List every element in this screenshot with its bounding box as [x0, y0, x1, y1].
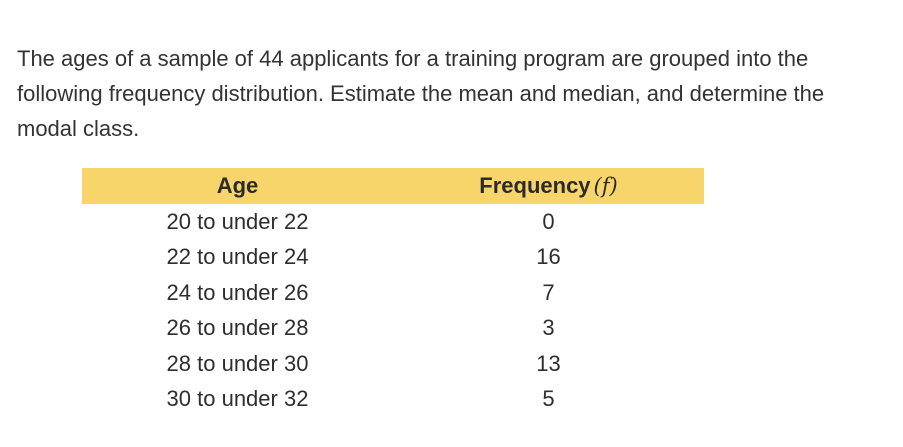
- frequency-cell: 0: [542, 208, 555, 234]
- frequency-cell: 7: [542, 279, 555, 305]
- table-row: 26 to under 28 3: [82, 311, 704, 347]
- table-row: 28 to under 30 13: [82, 346, 704, 382]
- table-header-row: Age Frequency (f): [82, 168, 704, 204]
- frequency-cell: 16: [536, 244, 561, 270]
- age-cell: 24 to under 26: [166, 279, 309, 305]
- table-row: 22 to under 24 16: [82, 240, 704, 276]
- problem-statement: The ages of a sample of 44 applicants fo…: [17, 46, 825, 141]
- age-cell: 20 to under 22: [166, 208, 309, 234]
- table-row: 20 to under 22 0: [82, 204, 704, 240]
- table-row: 30 to under 32 5: [82, 382, 704, 418]
- frequency-column-header: Frequency (f): [393, 168, 704, 204]
- frequency-table: Age Frequency (f) 20 to under 22 0 22 to …: [82, 168, 704, 417]
- frequency-cell: 13: [536, 350, 561, 376]
- age-cell: 26 to under 28: [166, 315, 309, 341]
- table-row: 24 to under 26 7: [82, 275, 704, 311]
- frequency-variable-symbol: (f): [593, 174, 618, 198]
- age-cell: 22 to under 24: [166, 244, 309, 270]
- age-cell: 28 to under 30: [166, 350, 309, 376]
- frequency-header-label: Frequency: [479, 173, 591, 198]
- frequency-cell: 3: [542, 315, 555, 341]
- age-cell: 30 to under 32: [166, 386, 309, 412]
- frequency-cell: 5: [542, 386, 555, 412]
- age-column-header: Age: [216, 173, 259, 198]
